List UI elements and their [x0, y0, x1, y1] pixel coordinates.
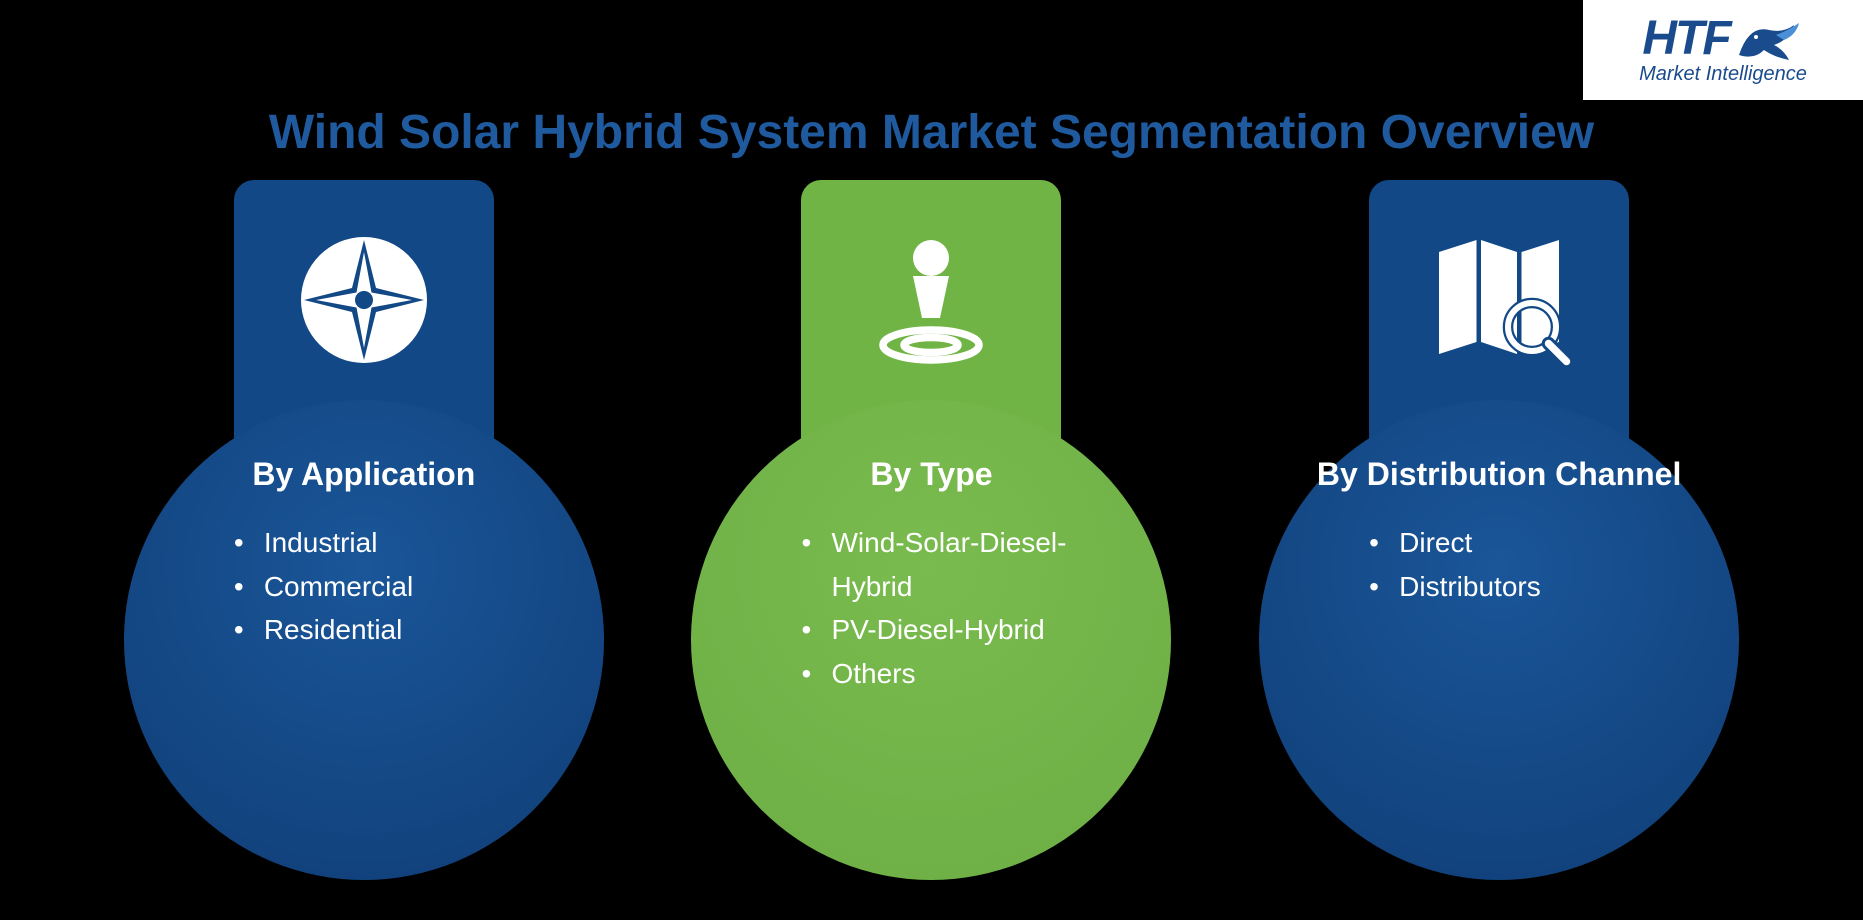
- map-search-icon: [1424, 225, 1574, 375]
- list-item: Wind-Solar-Diesel-Hybrid: [801, 521, 1121, 608]
- segment-distribution: By Distribution Channel DirectDistributor…: [1249, 180, 1749, 900]
- segment-circle: By Type Wind-Solar-Diesel-HybridPV-Diesel…: [691, 400, 1171, 880]
- segment-list: DirectDistributors: [1309, 521, 1689, 608]
- dolphin-icon: [1734, 15, 1804, 65]
- segment-circle: By Distribution Channel DirectDistributor…: [1259, 400, 1739, 880]
- segment-list: IndustrialCommercialResidential: [174, 521, 554, 651]
- list-item: PV-Diesel-Hybrid: [801, 608, 1121, 651]
- segment-title: By Distribution Channel: [1317, 455, 1681, 493]
- logo-sub-text: Market Intelligence: [1639, 63, 1807, 86]
- segment-application: By Application IndustrialCommercialReside…: [114, 180, 614, 900]
- segment-list: Wind-Solar-Diesel-HybridPV-Diesel-Hybrid…: [741, 521, 1121, 695]
- logo-main-label: HTF: [1642, 20, 1729, 58]
- logo-inner: HTF Market Intelligence: [1639, 15, 1807, 86]
- list-item: Industrial: [234, 521, 554, 564]
- list-item: Commercial: [234, 565, 554, 608]
- segment-title: By Type: [870, 455, 992, 493]
- list-item: Others: [801, 652, 1121, 695]
- page-title: Wind Solar Hybrid System Market Segmenta…: [269, 105, 1594, 160]
- compass-icon: [289, 225, 439, 375]
- list-item: Distributors: [1369, 565, 1689, 608]
- logo-main-text: HTF: [1642, 15, 1803, 65]
- htf-logo: HTF Market Intelligence: [1583, 0, 1863, 100]
- segments-container: By Application IndustrialCommercialReside…: [0, 180, 1863, 920]
- list-item: Residential: [234, 608, 554, 651]
- segment-circle: By Application IndustrialCommercialReside…: [124, 400, 604, 880]
- list-item: Direct: [1369, 521, 1689, 564]
- segment-title: By Application: [252, 455, 475, 493]
- location-pin-icon: [856, 225, 1006, 375]
- segment-type: By Type Wind-Solar-Diesel-HybridPV-Diesel…: [681, 180, 1181, 900]
